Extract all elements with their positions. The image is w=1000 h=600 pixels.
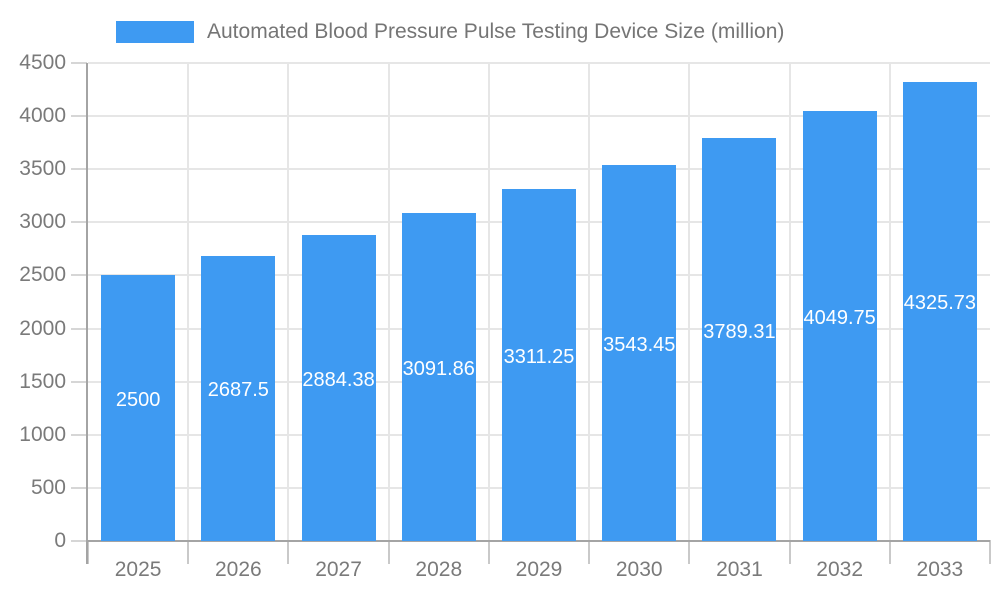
y-gridline (88, 62, 990, 64)
x-axis-line (86, 540, 990, 542)
bar-2031[interactable]: 3789.31 (702, 138, 777, 541)
y-axis-tick-label: 500 (30, 475, 66, 499)
y-tick-mark (71, 486, 87, 489)
x-axis-tick-label: 2030 (615, 558, 663, 581)
bar-value-label: 3091.86 (402, 357, 475, 380)
y-tick-mark (71, 433, 87, 436)
bar-value-label: 3543.45 (603, 333, 676, 356)
y-tick-mark (71, 540, 87, 542)
chart-legend[interactable]: Automated Blood Pressure Pulse Testing D… (116, 18, 784, 46)
y-axis-tick-label: 2500 (19, 263, 66, 287)
x-tick-mark (187, 540, 190, 564)
bar-2028[interactable]: 3091.86 (401, 212, 476, 541)
x-tick-mark (888, 540, 891, 564)
y-axis-tick-label: 2000 (19, 316, 66, 340)
bar-value-label: 3311.25 (503, 346, 575, 369)
x-gridline (788, 63, 791, 541)
bar-value-label: 3789.31 (703, 320, 776, 343)
x-gridline (187, 63, 190, 541)
y-tick-mark (71, 327, 87, 330)
bar-value-label: 2500 (115, 389, 161, 412)
bar-2025[interactable]: 2500 (101, 275, 176, 541)
bar-value-label: 2884.38 (302, 368, 375, 391)
y-axis-tick-label: 4000 (19, 104, 66, 128)
y-tick-mark (71, 62, 87, 64)
x-tick-mark (87, 540, 89, 564)
bar-2033[interactable]: 4325.73 (902, 81, 977, 541)
bar-value-label: 4325.73 (903, 292, 977, 315)
x-tick-mark (788, 540, 791, 564)
y-axis-tick-label: 1000 (19, 422, 66, 446)
x-axis-tick-label: 2025 (114, 558, 162, 581)
x-gridline (387, 63, 390, 541)
x-axis-tick-label: 2031 (716, 558, 763, 581)
x-gridline (888, 63, 891, 541)
y-axis-tick-label: 4500 (19, 51, 66, 74)
x-axis-tick-label: 2033 (916, 558, 964, 581)
x-axis-tick-label: 2028 (415, 558, 463, 581)
x-gridline (287, 63, 290, 541)
y-axis-tick-label: 3000 (19, 210, 66, 234)
bar-2026[interactable]: 2687.5 (201, 255, 276, 541)
x-gridline (588, 63, 591, 541)
y-tick-mark (71, 168, 87, 171)
y-axis-line (86, 63, 88, 564)
bar-2032[interactable]: 4049.75 (802, 110, 877, 541)
y-tick-mark (71, 115, 87, 118)
y-axis-tick-label: 0 (54, 529, 66, 552)
y-tick-mark (71, 274, 87, 277)
y-tick-mark (71, 221, 87, 224)
x-axis-tick-label: 2029 (515, 558, 563, 581)
bar-2029[interactable]: 3311.25 (502, 189, 576, 541)
y-gridline (88, 168, 990, 171)
x-tick-mark (989, 540, 991, 564)
x-axis-tick-label: 2027 (315, 558, 362, 581)
x-tick-mark (688, 540, 691, 564)
x-tick-mark (487, 540, 490, 564)
y-gridline (88, 115, 990, 118)
y-axis-tick-label: 1500 (19, 369, 66, 393)
x-tick-mark (287, 540, 290, 564)
y-tick-mark (71, 380, 87, 383)
x-tick-mark (387, 540, 390, 564)
x-axis-tick-label: 2032 (816, 558, 864, 581)
x-tick-mark (588, 540, 591, 564)
bar-2030[interactable]: 3543.45 (602, 164, 677, 541)
bar-value-label: 2687.5 (207, 379, 269, 402)
bar-value-label: 4049.75 (803, 306, 876, 329)
bar-2027[interactable]: 2884.38 (301, 234, 376, 541)
legend-swatch (116, 21, 194, 43)
y-axis-tick-label: 3500 (19, 157, 66, 181)
x-gridline (487, 63, 490, 541)
x-axis-tick-label: 2026 (214, 558, 262, 581)
legend-label: Automated Blood Pressure Pulse Testing D… (207, 20, 785, 43)
x-gridline (688, 63, 691, 541)
